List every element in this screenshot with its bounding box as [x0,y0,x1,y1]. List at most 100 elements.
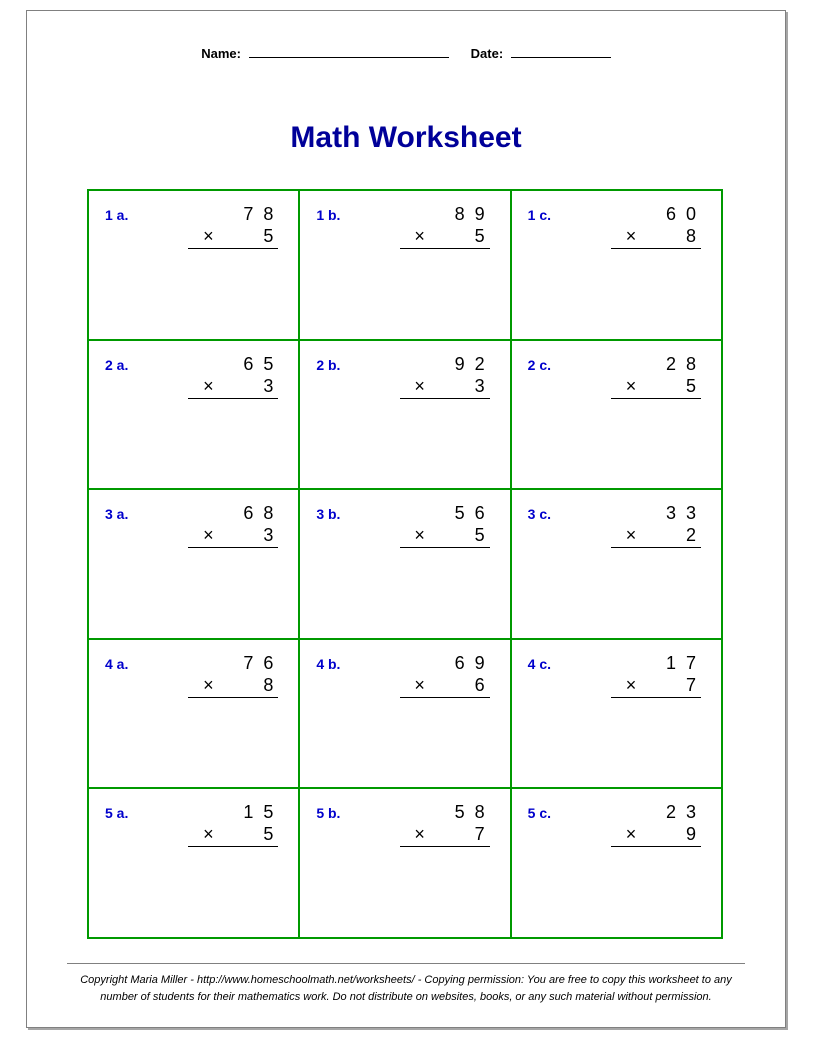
spacer [238,524,258,546]
digit: 5 [258,823,278,845]
multiplicand-row: 23 [607,801,701,823]
multiply-icon: × [410,225,430,247]
header-line: Name: Date: [27,45,785,61]
problem-cell: 1 a.78×5 [88,190,299,340]
digit: 2 [661,801,681,823]
footer: Copyright Maria Miller - http://www.home… [67,963,745,1005]
spacer [238,375,258,397]
digit: 3 [470,375,490,397]
spacer [430,375,450,397]
multiplicand-row: 68 [184,502,278,524]
digit: 3 [681,502,701,524]
cell-label: 2 c. [528,357,551,373]
answer-rule [188,697,278,698]
multiplicand-row: 65 [184,353,278,375]
date-blank[interactable] [511,45,611,58]
multiplicand-row: 33 [607,502,701,524]
spacer [450,375,470,397]
multiply-icon: × [410,674,430,696]
multiplier-row: ×5 [396,225,490,247]
answer-rule [611,846,701,847]
spacer [641,375,661,397]
problem-cell: 3 c.33×2 [511,489,722,639]
problem-cell: 1 b. 89×5 [299,190,510,340]
answer-rule [188,248,278,249]
problem-cell: 4 c. 17×7 [511,639,722,789]
multiplicand-row: 78 [184,203,278,225]
cell-label: 5 c. [528,805,551,821]
spacer [218,353,238,375]
spacer [641,225,661,247]
cell-label: 5 b. [316,805,340,821]
spacer [621,353,641,375]
digit: 8 [258,502,278,524]
multiply-icon: × [410,823,430,845]
multiplier-row: ×5 [607,375,701,397]
multiply-icon: × [410,375,430,397]
answer-rule [611,248,701,249]
problem-cell: 2 b.92×3 [299,340,510,490]
digit: 9 [470,652,490,674]
digit: 3 [258,524,278,546]
cell-label: 4 b. [316,656,340,672]
spacer [430,652,450,674]
multiplicand-row: 17 [607,652,701,674]
cell-label: 4 c. [528,656,551,672]
digit: 6 [238,353,258,375]
multiplication-problem: 60×8 [607,203,701,249]
problem-cell: 5 b.58×7 [299,788,510,938]
multiply-icon: × [621,375,641,397]
spacer [410,502,430,524]
spacer [661,225,681,247]
multiplier-row: ×3 [396,375,490,397]
multiply-icon: × [198,823,218,845]
multiply-icon: × [198,674,218,696]
problem-grid: 1 a.78×51 b.89×51 c.60×82 a.65×32 b.92×3… [87,189,723,939]
digit: 7 [681,674,701,696]
digit: 5 [681,375,701,397]
spacer [641,353,661,375]
cell-label: 1 b. [316,207,340,223]
spacer [198,353,218,375]
multiplication-problem: 17×7 [607,652,701,698]
digit: 6 [470,674,490,696]
problem-cell: 5 c.23×9 [511,788,722,938]
cell-label: 4 a. [105,656,128,672]
multiplicand-row: 15 [184,801,278,823]
answer-rule [400,398,490,399]
digit: 3 [681,801,701,823]
digit: 7 [470,823,490,845]
spacer [198,801,218,823]
problem-cell: 2 c.28×5 [511,340,722,490]
spacer [238,674,258,696]
digit: 8 [258,203,278,225]
spacer [198,203,218,225]
spacer [430,674,450,696]
problem-cell: 4 b. 69× 6 [299,639,510,789]
multiplicand-row: 89 [396,203,490,225]
cell-label: 5 a. [105,805,128,821]
spacer [641,652,661,674]
multiply-icon: × [198,225,218,247]
spacer [410,353,430,375]
digit: 0 [681,203,701,225]
multiply-icon: × [410,524,430,546]
multiply-icon: × [198,375,218,397]
multiplication-problem: 76×8 [184,652,278,698]
digit: 9 [450,353,470,375]
spacer [430,502,450,524]
spacer [430,823,450,845]
digit: 6 [470,502,490,524]
cell-label: 3 c. [528,506,551,522]
multiplier-row: ×3 [184,524,278,546]
multiplication-problem: 78×5 [184,203,278,249]
multiplicand-row: 69 [396,652,490,674]
answer-rule [188,846,278,847]
worksheet-sheet: Name: Date: Math Worksheet 1 a.78×51 b.8… [26,10,786,1028]
spacer [641,524,661,546]
problem-cell: 3 b.56×5 [299,489,510,639]
name-blank[interactable] [249,45,449,58]
spacer [641,502,661,524]
cell-label: 2 b. [316,357,340,373]
answer-rule [611,398,701,399]
